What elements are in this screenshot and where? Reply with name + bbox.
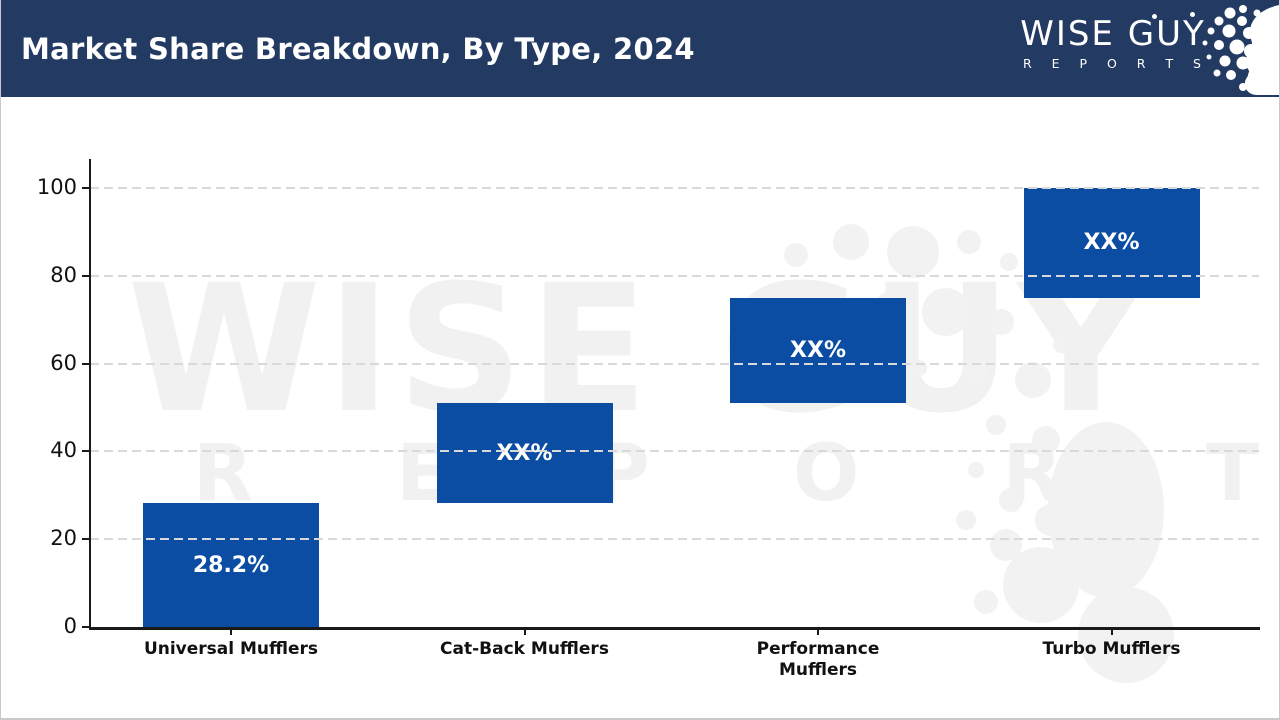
watermark-line2: R E P O R T S [193, 429, 1279, 519]
bar-turbo-mufflers: XX% [1023, 188, 1200, 298]
wiseguy-logo-text: WISE GUY R E P O R T S [1017, 14, 1209, 71]
x-axis-spine [89, 627, 1260, 630]
bar-value-label: 28.2% [192, 552, 270, 578]
bar-value-label: XX% [790, 337, 846, 363]
bar-performance-mufflers: XX% [730, 297, 906, 404]
y-axis-tick-label: 40 [50, 438, 77, 463]
y-axis-tick [82, 626, 90, 628]
y-axis-tick-label: 100 [36, 175, 77, 199]
y-axis-tick [82, 362, 90, 365]
y-axis-tick-label: 60 [50, 350, 77, 375]
y-axis-tick-label: 20 [50, 526, 77, 551]
x-axis-label-line: Performance [756, 639, 880, 659]
x-axis-tick [230, 627, 232, 635]
gridline-40 [90, 450, 1259, 453]
x-axis-label-performance-mufflers: Performance Mufflers [703, 639, 933, 681]
logo-dot-icon [1152, 14, 1157, 19]
gridline-100 [90, 187, 1259, 189]
wiseguy-logo-line1: WISE GUY [1020, 14, 1206, 54]
y-axis-tick [82, 538, 90, 541]
gridline-60 [90, 362, 1259, 365]
y-axis-tick-label: 80 [50, 262, 77, 287]
x-axis-tick [523, 627, 526, 635]
x-axis-label-line: Universal Mufflers [143, 639, 319, 659]
wiseguy-logo-line2: R E P O R T S [1022, 55, 1209, 71]
page-title: Market Share Breakdown, By Type, 2024 [21, 31, 695, 66]
x-axis-label-turbo-mufflers: Turbo Mufflers [997, 639, 1227, 660]
x-axis-tick [1110, 627, 1113, 635]
face-profile-dots-icon [1202, 5, 1279, 95]
bar-cat-back-mufflers: XX% [436, 403, 613, 504]
y-axis-tick [82, 187, 90, 189]
bar-value-label: XX% [1083, 230, 1140, 256]
x-axis-label-cat-back-mufflers: Cat-Back Mufflers [410, 639, 640, 660]
y-axis-tick-label: 0 [63, 614, 77, 638]
x-axis-label-line: Turbo Mufflers [1042, 639, 1181, 659]
bar-universal-mufflers: 28.2% [143, 503, 319, 627]
wiseguy-logo: WISE GUY R E P O R T S [1019, 0, 1279, 97]
chart-canvas: WISE GUY R E P O R T S 0 20 40 60 80 [1, 97, 1279, 718]
bar-value-label: XX% [496, 440, 553, 466]
logo-dot-icon [1190, 12, 1195, 17]
x-axis-label-line: Cat-Back Mufflers [440, 639, 609, 659]
y-axis-tick [82, 274, 90, 277]
y-axis-tick [82, 450, 90, 453]
report-header: Market Share Breakdown, By Type, 2024 WI… [1, 0, 1279, 97]
y-axis-spine [89, 159, 91, 630]
watermark-line1: WISE GUY [127, 247, 1150, 452]
x-axis-tick [817, 627, 819, 635]
gridline-20 [90, 538, 1259, 541]
gridline-80 [90, 274, 1259, 277]
x-axis-label-universal-mufflers: Universal Mufflers [116, 639, 346, 660]
x-axis-label-line: Mufflers [778, 660, 858, 680]
